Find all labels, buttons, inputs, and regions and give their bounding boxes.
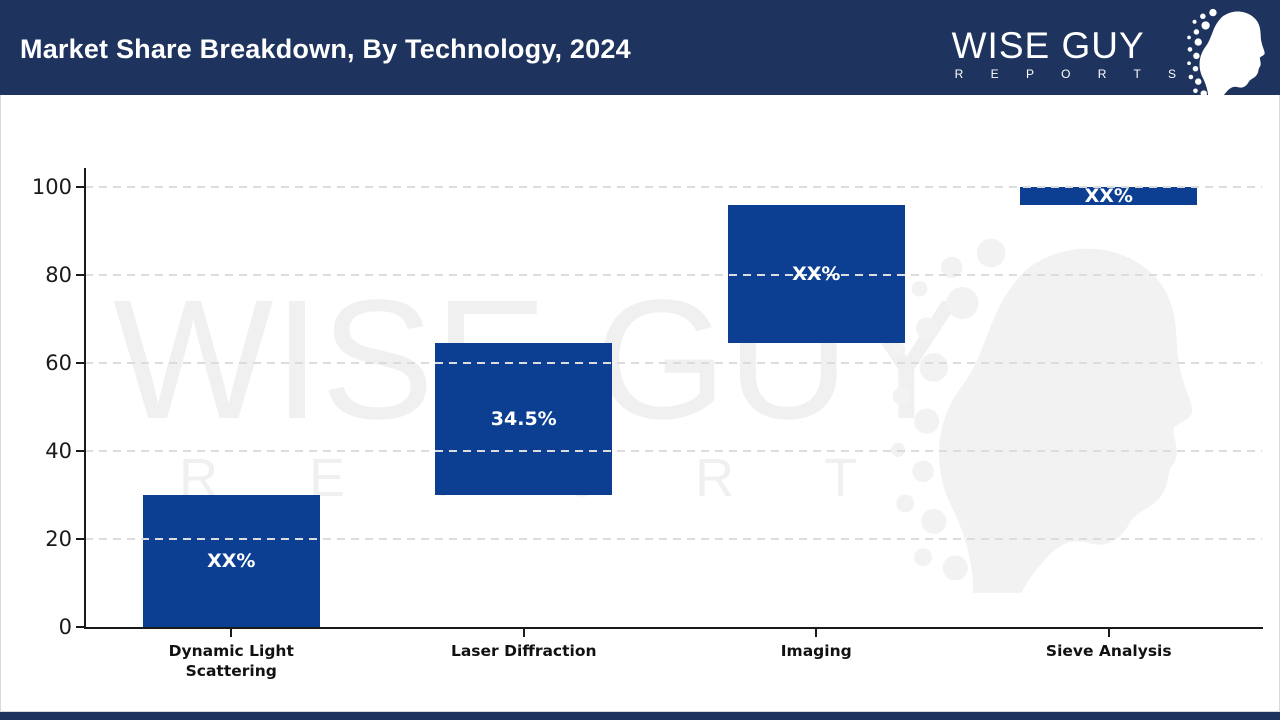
- logo-subtitle: R E P O R T S: [954, 67, 1188, 81]
- logo-wordmark: WISE GUY: [951, 25, 1145, 66]
- x-axis-tick: [522, 629, 525, 637]
- wiseguy-logo-text: WISE GUY R E P O R T S: [952, 27, 1188, 81]
- gridline-y100: [85, 186, 1262, 188]
- y-axis-tick-label: 40: [45, 439, 72, 463]
- y-axis-tick: [76, 626, 85, 628]
- gridline-y60: [85, 362, 1262, 364]
- bar-laser-diffraction: [435, 343, 613, 495]
- header: Market Share Breakdown, By Technology, 2…: [0, 0, 1280, 100]
- y-axis-tick-label: 60: [45, 351, 72, 375]
- bar-value-label-dynamic-light-scattering: XX%: [207, 550, 256, 572]
- bar-value-label-sieve-analysis: XX%: [1084, 184, 1133, 207]
- bar-value-label-laser-diffraction: 34.5%: [490, 408, 557, 431]
- y-axis-tick: [76, 186, 85, 188]
- x-axis-tick: [1107, 629, 1110, 637]
- bar-imaging: [727, 204, 905, 344]
- y-axis-line: [84, 168, 86, 629]
- y-axis-tick-label: 100: [31, 175, 72, 199]
- y-axis-tick: [76, 274, 85, 276]
- page-title: Market Share Breakdown, By Technology, 2…: [20, 34, 631, 64]
- y-axis-tick-label: 20: [45, 527, 72, 551]
- bar-sieve-analysis: [1020, 187, 1198, 205]
- wiseguy-logo: WISE GUY R E P O R T S: [952, 8, 1266, 100]
- gridline-y80: [85, 274, 1262, 276]
- y-axis-tick: [76, 538, 85, 540]
- x-axis-tick: [815, 629, 818, 637]
- gridline-y20: [85, 538, 1262, 540]
- bar-value-label-imaging: XX%: [792, 262, 841, 285]
- x-axis-tick: [230, 629, 233, 637]
- x-axis-category-label: Sieve Analysis: [1045, 642, 1172, 660]
- y-axis-tick-label: 80: [45, 263, 72, 287]
- footer-bar: [0, 712, 1280, 720]
- x-axis-category-label: Dynamic Light Scattering: [168, 642, 294, 681]
- x-axis-line: [84, 627, 1263, 629]
- watermark-head-icon: [873, 223, 1195, 609]
- x-axis-category-label: Laser Diffraction: [450, 642, 597, 660]
- y-axis-tick: [76, 362, 85, 364]
- gridline-y40: [85, 450, 1262, 452]
- bar-dynamic-light-scattering: [142, 495, 320, 627]
- y-axis-tick-label: 0: [58, 615, 72, 639]
- y-axis-tick: [76, 450, 85, 452]
- x-axis-category-label: Imaging: [780, 642, 852, 660]
- wiseguy-head-logo-icon: [1182, 8, 1266, 100]
